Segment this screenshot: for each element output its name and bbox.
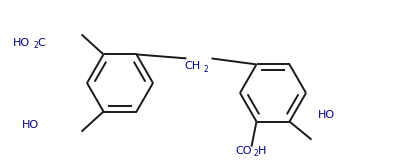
Text: H: H <box>258 146 266 156</box>
Text: 2: 2 <box>33 42 38 50</box>
Text: 2: 2 <box>254 149 259 159</box>
Text: C: C <box>37 38 45 48</box>
Text: HO: HO <box>22 120 39 130</box>
Text: 2: 2 <box>203 65 208 73</box>
Text: HO: HO <box>13 38 30 48</box>
Text: CH: CH <box>184 61 200 71</box>
Text: HO: HO <box>318 110 335 120</box>
Text: CO: CO <box>235 146 252 156</box>
